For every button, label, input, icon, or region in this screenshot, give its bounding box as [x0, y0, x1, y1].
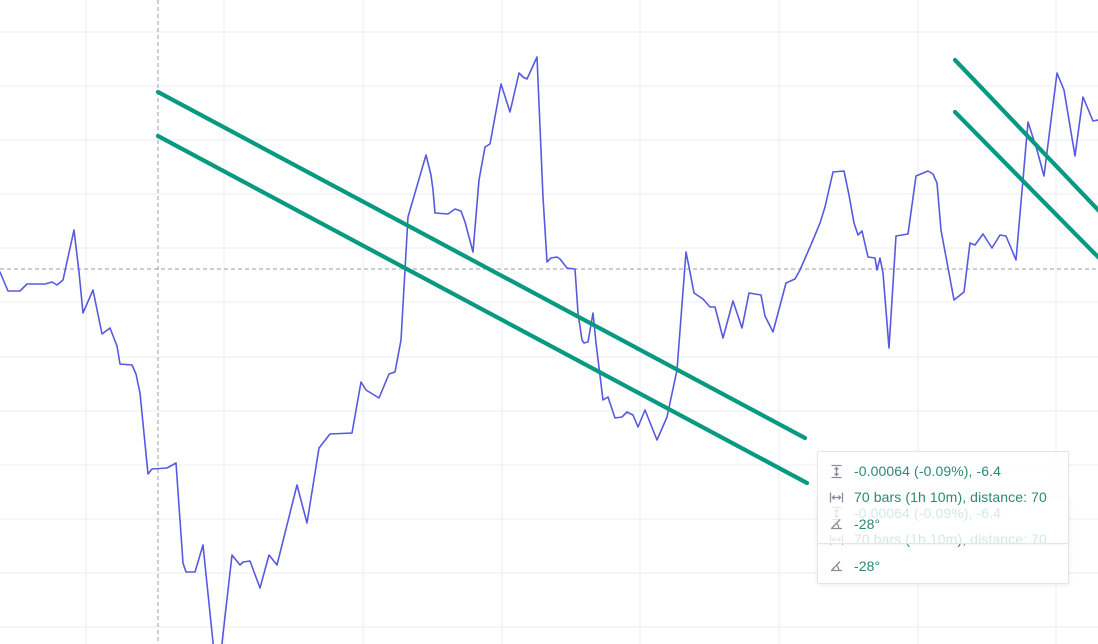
price-line[interactable]: [0, 56, 1098, 644]
angle-icon: [831, 561, 842, 572]
height-measure-icon: [831, 464, 842, 478]
bars-distance-value: 70 bars (1h 10m), distance: 70: [854, 489, 1047, 506]
measurement-tooltip-front: -0.00064 (-0.09%), -6.4 70 bars (1h 10m)…: [817, 451, 1069, 544]
tooltip-row-angle: -28°: [828, 553, 1058, 579]
parallel-channel-1-line[interactable]: [155, 133, 810, 486]
angle-icon: [831, 519, 842, 530]
tooltip-row-angle: -28°: [828, 511, 1058, 537]
width-measure-icon: [829, 492, 844, 503]
tooltip-row-price-change: -0.00064 (-0.09%), -6.4: [828, 458, 1058, 484]
parallel-channel-2-line[interactable]: [952, 109, 1098, 261]
parallel-channel-1-line[interactable]: [155, 89, 808, 441]
angle-value: -28°: [854, 557, 881, 574]
parallel-channel-2-line[interactable]: [952, 57, 1098, 214]
tooltip-row-bars: 70 bars (1h 10m), distance: 70: [828, 484, 1058, 510]
angle-value: -28°: [854, 515, 881, 532]
price-change-value: -0.00064 (-0.09%), -6.4: [854, 463, 1002, 480]
